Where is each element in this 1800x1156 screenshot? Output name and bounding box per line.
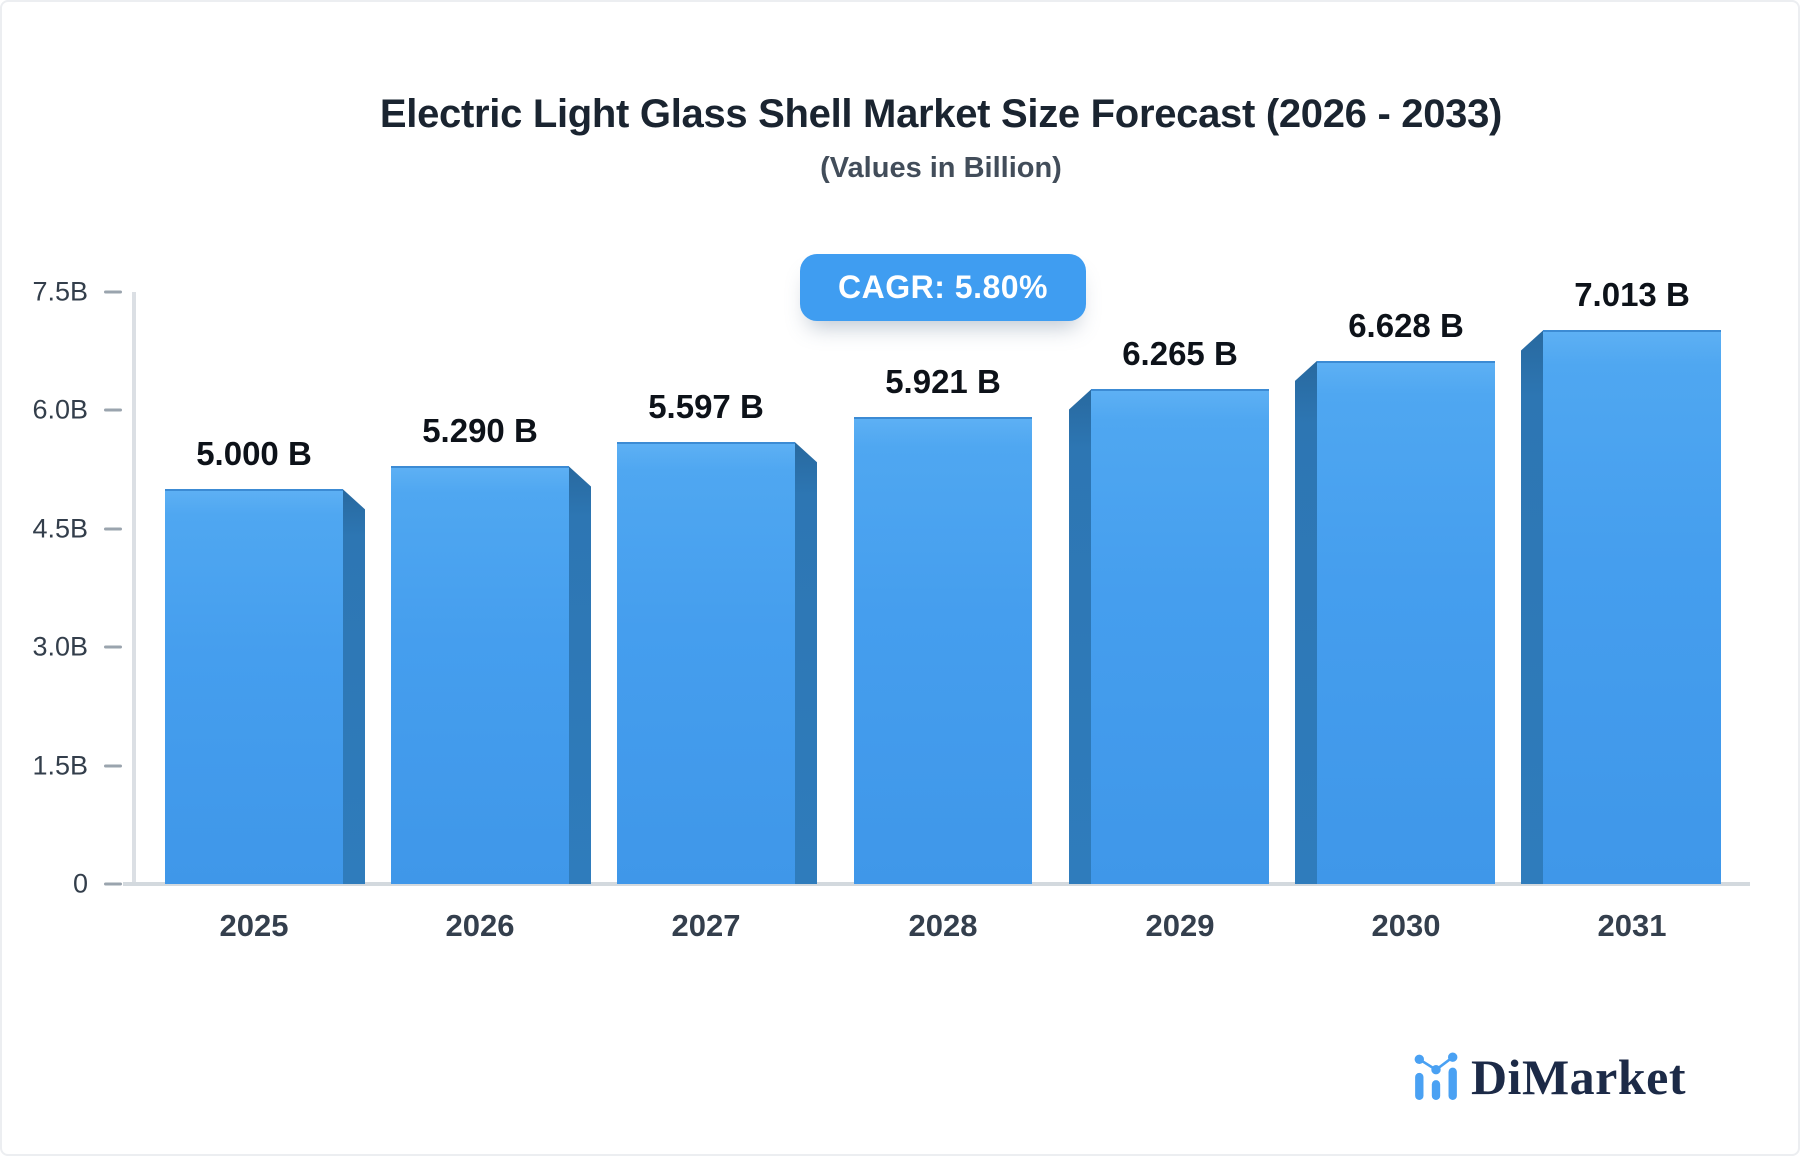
bar-2027: 5.597 B 2027 (617, 388, 817, 943)
bar-2026: 5.290 B 2026 (391, 412, 591, 943)
bar-2028: 5.921 B 2028 (843, 363, 1043, 943)
bar-value-label: 5.597 B (648, 388, 764, 426)
plot-area: 0 1.5B 3.0B 4.5B 6.0B 7.5B 5.000 B 2025 5.290 B… (32, 276, 1750, 943)
bar-face (1317, 360, 1495, 884)
bar-2025: 5.000 B 2025 (165, 435, 365, 943)
bar-face (1543, 330, 1721, 884)
bar-side-panel (795, 442, 817, 884)
brand-logo-icon (1414, 1052, 1458, 1100)
x-axis-label-2026: 2026 (445, 908, 515, 943)
x-axis-label-2025: 2025 (219, 908, 289, 943)
x-axis-label-2030: 2030 (1371, 908, 1441, 943)
bar-side-panel (1295, 360, 1317, 884)
x-axis-label-2028: 2028 (908, 908, 978, 943)
x-axis-label-2029: 2029 (1145, 908, 1215, 943)
chart-subtitle: (Values in Billion) (820, 152, 1062, 184)
y-tick-mark (104, 290, 122, 294)
y-tick-mark (104, 408, 122, 412)
y-tick-mark (104, 527, 122, 531)
bar-value-label: 7.013 B (1574, 276, 1690, 314)
x-axis-label-2031: 2031 (1597, 908, 1667, 943)
bar-face (1091, 389, 1269, 884)
cagr-badge: CAGR: 5.80% (800, 254, 1086, 321)
y-tick-label: 7.5B (32, 276, 88, 307)
y-tick-label: 3.0B (32, 631, 88, 662)
y-tick-mark (104, 645, 122, 649)
y-axis-line (132, 292, 136, 884)
y-tick-label: 4.5B (32, 513, 88, 544)
bar-value-label: 5.000 B (196, 435, 312, 473)
brand-logo-text: DiMarket (1470, 1049, 1686, 1105)
bar-face (854, 416, 1032, 884)
bar-value-label: 5.290 B (422, 412, 538, 450)
bar-value-label: 6.265 B (1122, 335, 1238, 373)
chart-title: Electric Light Glass Shell Market Size F… (379, 92, 1503, 136)
x-axis-label-2027: 2027 (671, 908, 741, 943)
bar-side-panel (343, 489, 365, 884)
bar-face (391, 466, 569, 884)
brand-logo: DiMarket (1414, 1049, 1686, 1105)
bar-2029: 6.265 B 2029 (1069, 335, 1269, 943)
bar-value-label: 5.921 B (885, 362, 1001, 400)
y-tick-mark (104, 882, 122, 886)
bar-side-panel (569, 466, 591, 884)
bars-container: 5.000 B 2025 5.290 B 2026 5.597 B 2027 5.921 B… (136, 276, 1750, 943)
bar-face (617, 442, 795, 884)
bar-side-panel (1069, 389, 1091, 884)
y-tick-label: 6.0B (32, 394, 88, 425)
x-axis-line (123, 882, 1750, 886)
y-tick-label: 1.5B (32, 750, 88, 781)
bar-2031: 7.013 B 2031 (1521, 276, 1721, 943)
bar-side-panel (1521, 330, 1543, 884)
bar-face (165, 489, 343, 884)
bar-value-label: 6.628 B (1348, 306, 1464, 344)
y-tick-label: 0 (72, 868, 88, 899)
bar-2030: 6.628 B 2030 (1295, 307, 1495, 943)
y-tick-mark (104, 764, 122, 768)
